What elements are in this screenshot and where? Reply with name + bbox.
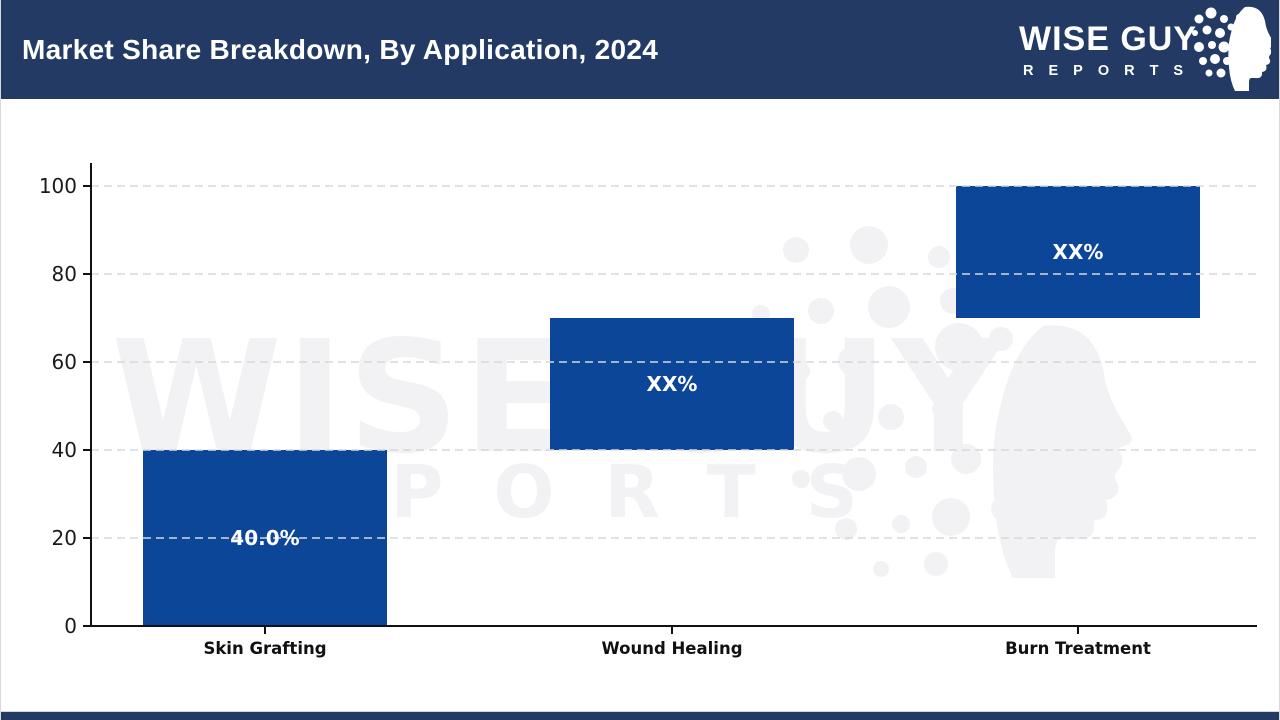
chart-svg: 0 20 40 60 80 100 Skin Grafting 40.0% Wound Heal… (39, 163, 1257, 658)
x-tick-label: Burn Treatment (1005, 639, 1151, 658)
bar (956, 186, 1200, 318)
brand-logo: WISE GUY REPORTS (1019, 6, 1271, 91)
y-tick-label: 100 (39, 174, 77, 198)
page-bottom-border (1, 711, 1279, 712)
brand-face-icon (1192, 6, 1271, 91)
y-tick-label: 60 (52, 350, 77, 374)
y-tick-label: 20 (52, 526, 77, 550)
chart-area: WISE GUY REPORTS 0 20 40 60 80 100 Skin Grafti… (1, 99, 1279, 711)
y-tick-label: 80 (52, 262, 77, 286)
brand-sub-text: REPORTS (1023, 63, 1198, 79)
bar (550, 318, 794, 450)
bar-label: XX% (647, 372, 698, 396)
watermark-face-icon (993, 325, 1132, 578)
bar-label: XX% (1053, 240, 1104, 264)
brand-name-text: WISE GUY (1019, 20, 1197, 58)
x-tick-label: Skin Grafting (203, 639, 326, 658)
y-tick-label: 0 (64, 614, 77, 638)
x-tick-label: Wound Healing (602, 639, 743, 658)
footer-bar (1, 712, 1279, 720)
page-title: Market Share Breakdown, By Application, … (22, 33, 659, 65)
y-tick-label: 40 (52, 438, 77, 462)
header: Market Share Breakdown, By Application, … (1, 0, 1279, 99)
bar-label: 40.0% (230, 526, 299, 550)
